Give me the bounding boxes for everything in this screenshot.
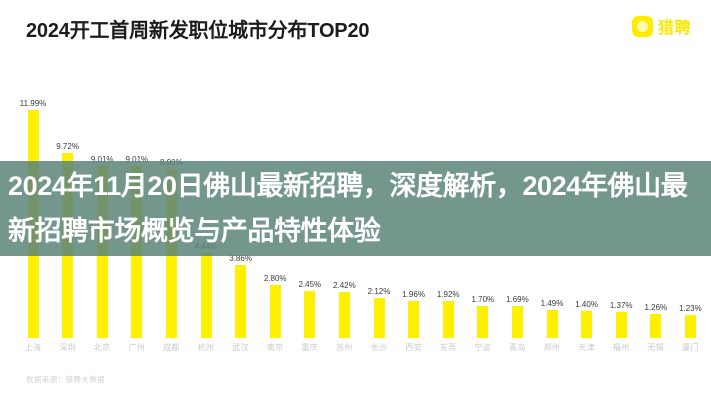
page-title: 2024开工首周新发职位城市分布TOP20 — [26, 20, 370, 42]
bar-rect[interactable] — [684, 314, 696, 338]
x-tick-label: 天津 — [578, 343, 595, 352]
bar-item[interactable]: 2.42% — [314, 280, 374, 338]
bar-item[interactable]: 1.92% — [418, 289, 478, 338]
bar-rect[interactable] — [581, 311, 593, 338]
bar-item[interactable]: 1.26% — [626, 302, 686, 338]
bar-value-label: 1.26% — [644, 303, 668, 313]
bar-rect[interactable] — [304, 291, 316, 338]
bar-rect[interactable] — [235, 264, 247, 338]
bar-value-label: 1.69% — [506, 294, 529, 304]
bar-value-label: 2.42% — [333, 280, 356, 290]
x-tick-label: 西安 — [405, 343, 422, 352]
x-axis: 上海 深圳 北京 广州 成都 杭州 武汉 南京 重庆 苏州 长沙 西安 东莞 宁波 青岛 郑州 天津 福州 无锡 厦门 — [0, 338, 711, 366]
bar-value-label: 3.86% — [229, 253, 252, 263]
bar-rect[interactable] — [442, 301, 454, 338]
bar-item[interactable]: 1.69% — [487, 294, 547, 338]
bar-item[interactable]: 1.23% — [660, 303, 711, 338]
x-tick-label: 长沙 — [370, 343, 388, 352]
bar-rect[interactable] — [546, 309, 558, 338]
x-tick-label: 上海 — [24, 343, 42, 352]
bar-value-label: 1.49% — [540, 298, 564, 308]
brand-name: 猎聘 — [657, 20, 691, 37]
x-tick-label: 北京 — [93, 343, 111, 352]
bar-value-label: 9.01% — [90, 155, 114, 165]
bar-rect[interactable] — [338, 291, 350, 338]
bar-rect[interactable] — [615, 311, 627, 338]
x-tick-label: 广州 — [128, 343, 146, 352]
bar-value-label: 1.40% — [575, 300, 598, 310]
bar-item[interactable]: 1.70% — [453, 294, 513, 338]
bar-rect[interactable] — [269, 284, 281, 338]
bar-value-label: 2.45% — [298, 280, 322, 290]
bar-rect[interactable] — [477, 305, 489, 338]
x-tick-label: 郑州 — [543, 343, 561, 352]
overlay-title: 2024年11月20日佛山最新招聘，深度解析，2024年佛山最新招聘市场概览与产… — [8, 170, 688, 246]
x-tick-label: 苏州 — [336, 343, 353, 352]
bar-value-label: 1.96% — [402, 289, 425, 299]
x-tick-label: 南京 — [266, 343, 284, 352]
bar-value-label: 9.01% — [125, 155, 149, 165]
x-tick-label: 杭州 — [197, 343, 215, 352]
bar-rect[interactable] — [200, 253, 212, 338]
bar-item[interactable]: 1.96% — [384, 289, 444, 338]
bar-rect[interactable] — [511, 305, 523, 338]
bar-item[interactable]: 2.12% — [349, 286, 409, 338]
x-tick-label: 无锡 — [647, 343, 665, 352]
x-tick-label: 成都 — [163, 343, 180, 352]
liepin-logo-icon — [631, 15, 653, 37]
x-tick-label: 福州 — [612, 343, 630, 352]
x-tick-label: 东莞 — [439, 343, 457, 352]
bar-value-label: 11.99% — [19, 98, 47, 108]
bar-item[interactable]: 2.80% — [245, 273, 305, 338]
bar-value-label: 9.72% — [56, 141, 79, 151]
bar-rect[interactable] — [408, 300, 420, 338]
x-tick-label: 厦门 — [682, 343, 699, 352]
bar-item[interactable]: 1.37% — [591, 300, 651, 338]
x-tick-label: 武汉 — [232, 343, 249, 352]
bar-value-label: 1.70% — [471, 294, 495, 304]
bar-item[interactable]: 2.45% — [280, 279, 340, 338]
bar-rect[interactable] — [650, 314, 662, 338]
bar-value-label: 1.23% — [679, 303, 702, 313]
bar-rect[interactable] — [373, 297, 385, 338]
bar-value-label: 2.12% — [367, 286, 391, 296]
bar-item[interactable]: 1.49% — [522, 298, 582, 338]
brand-logo: 猎聘 — [631, 14, 691, 38]
overlay-banner: 2024年11月20日佛山最新招聘，深度解析，2024年佛山最新招聘市场概览与产… — [0, 161, 711, 256]
chart-header: 2024开工首周新发职位城市分布TOP20 猎聘 — [0, 0, 711, 60]
x-tick-label: 宁波 — [474, 343, 492, 352]
bar-value-label: 2.80% — [263, 273, 287, 283]
data-source-note: 数据来源：猎聘大数据 — [26, 375, 105, 384]
x-tick-label: 青岛 — [509, 343, 526, 352]
bar-value-label: 1.92% — [436, 290, 460, 300]
bar-item[interactable]: 1.40% — [557, 299, 617, 338]
x-tick-label: 重庆 — [301, 343, 319, 352]
bar-item[interactable]: 3.86% — [211, 253, 271, 338]
bar-value-label: 1.37% — [609, 300, 633, 310]
x-tick-label: 深圳 — [59, 343, 76, 352]
logo-inner-circle — [636, 20, 648, 32]
